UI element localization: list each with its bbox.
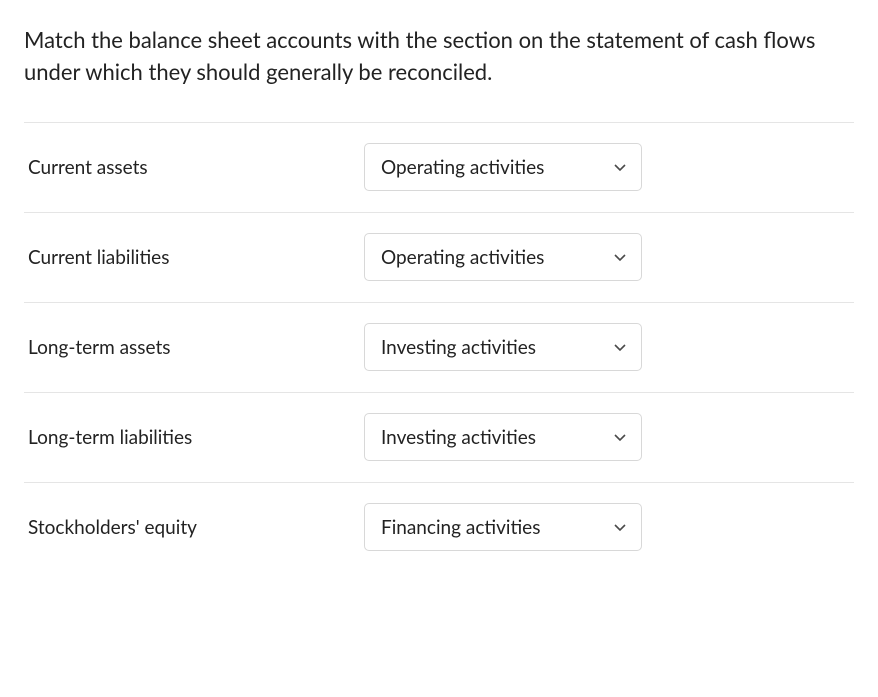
select-value: Investing activities <box>381 426 605 449</box>
match-row: Long-term liabilities Investing activiti… <box>24 392 854 482</box>
match-label: Current assets <box>24 156 364 179</box>
match-row: Current assets Operating activities <box>24 122 854 212</box>
match-row: Current liabilities Operating activities <box>24 212 854 302</box>
match-label: Stockholders' equity <box>24 516 364 539</box>
select-box[interactable]: Financing activities <box>364 503 642 551</box>
chevron-down-icon <box>613 250 627 264</box>
match-row: Long-term assets Investing activities <box>24 302 854 392</box>
match-select[interactable]: Investing activities <box>364 413 642 461</box>
select-value: Operating activities <box>381 156 605 179</box>
select-value: Financing activities <box>381 516 605 539</box>
match-label: Long-term liabilities <box>24 426 364 449</box>
chevron-down-icon <box>613 430 627 444</box>
question-prompt: Match the balance sheet accounts with th… <box>24 24 854 88</box>
match-select[interactable]: Financing activities <box>364 503 642 551</box>
chevron-down-icon <box>613 520 627 534</box>
select-box[interactable]: Investing activities <box>364 323 642 371</box>
chevron-down-icon <box>613 340 627 354</box>
chevron-down-icon <box>613 160 627 174</box>
match-label: Current liabilities <box>24 246 364 269</box>
select-box[interactable]: Operating activities <box>364 143 642 191</box>
match-row: Stockholders' equity Financing activitie… <box>24 482 854 572</box>
select-box[interactable]: Investing activities <box>364 413 642 461</box>
match-select[interactable]: Operating activities <box>364 233 642 281</box>
matching-rows-container: Current assets Operating activities Curr… <box>24 122 854 572</box>
select-box[interactable]: Operating activities <box>364 233 642 281</box>
select-value: Operating activities <box>381 246 605 269</box>
match-select[interactable]: Investing activities <box>364 323 642 371</box>
match-select[interactable]: Operating activities <box>364 143 642 191</box>
match-label: Long-term assets <box>24 336 364 359</box>
select-value: Investing activities <box>381 336 605 359</box>
